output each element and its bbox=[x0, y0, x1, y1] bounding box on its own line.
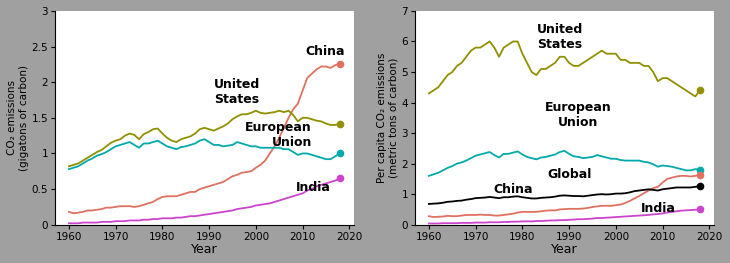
Y-axis label: CO₂ emissions
(gigatons of carbon): CO₂ emissions (gigatons of carbon) bbox=[7, 65, 28, 171]
Text: India: India bbox=[640, 202, 675, 215]
X-axis label: Year: Year bbox=[191, 243, 218, 256]
Text: China: China bbox=[493, 183, 533, 196]
Text: United
States: United States bbox=[537, 23, 583, 51]
Text: United
States: United States bbox=[214, 78, 261, 107]
Text: India: India bbox=[296, 181, 331, 194]
Y-axis label: Per capita CO₂ emissions
(metric tons of carbon): Per capita CO₂ emissions (metric tons of… bbox=[377, 53, 399, 183]
Text: Global: Global bbox=[547, 168, 591, 181]
Text: European
Union: European Union bbox=[545, 100, 612, 129]
Text: China: China bbox=[305, 45, 345, 58]
Text: European
Union: European Union bbox=[245, 121, 312, 149]
X-axis label: Year: Year bbox=[551, 243, 577, 256]
